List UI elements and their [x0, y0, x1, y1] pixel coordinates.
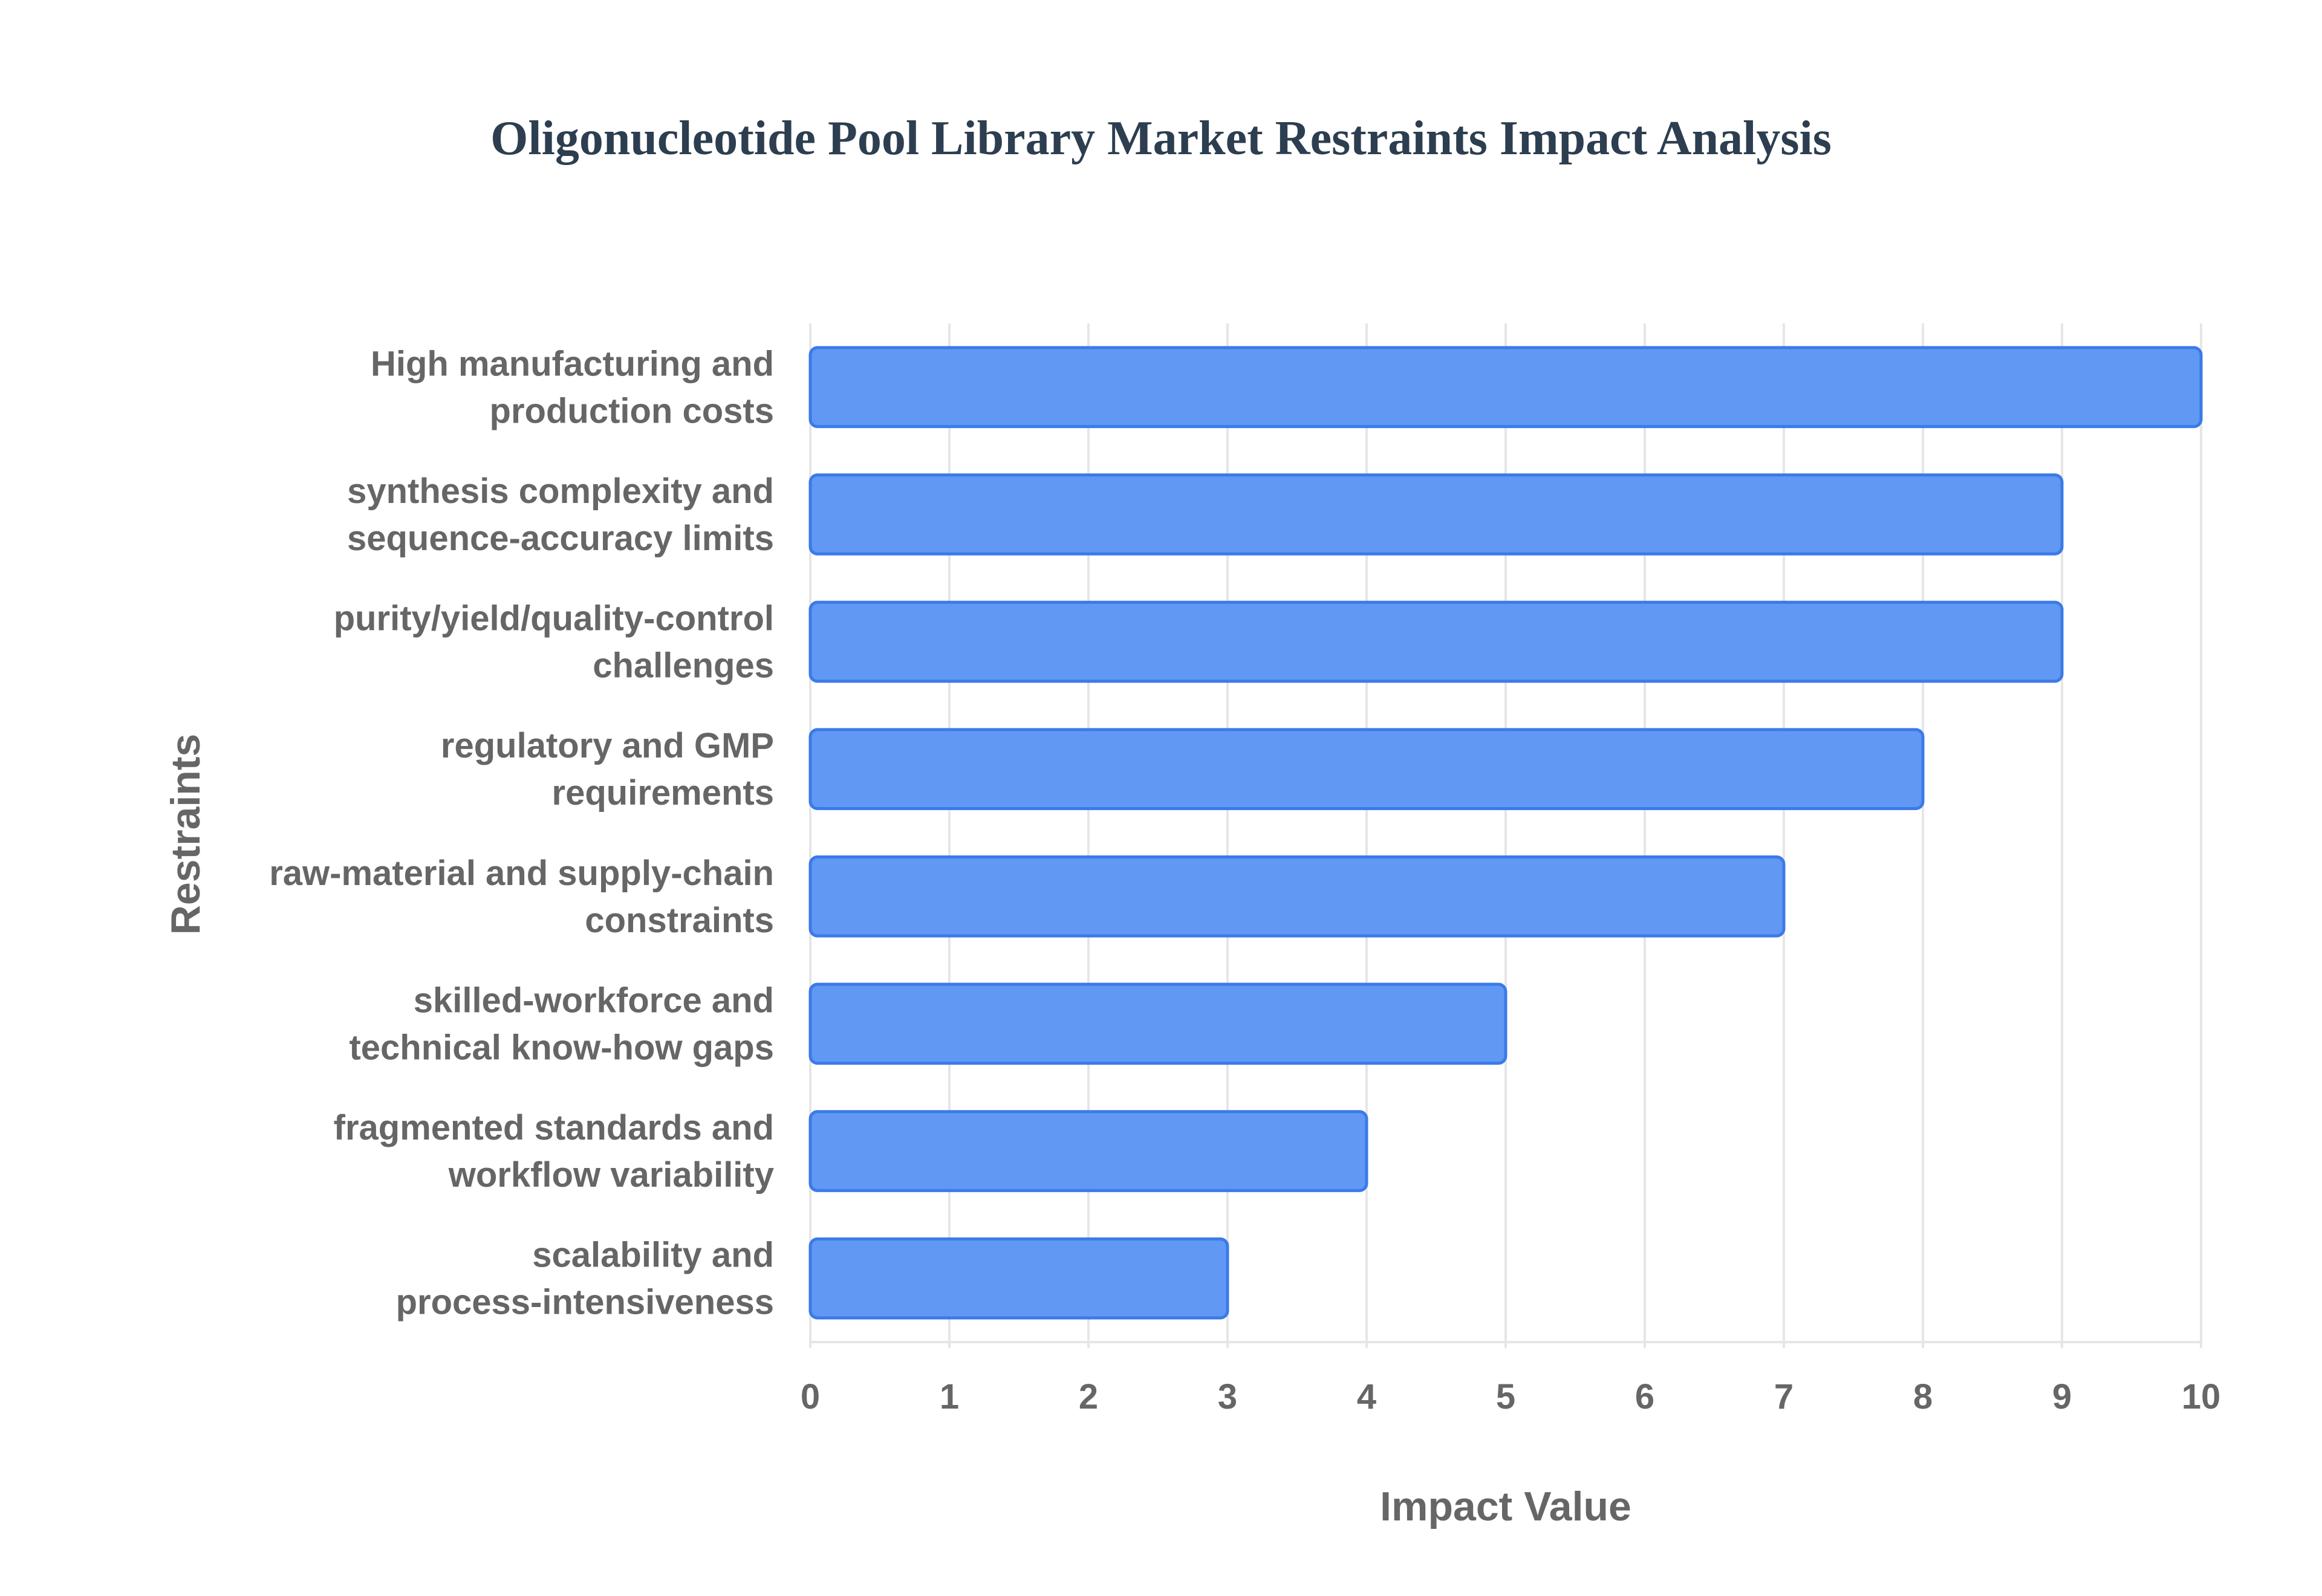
category-label: High manufacturing and [371, 344, 774, 383]
x-tick-label: 1 [940, 1377, 959, 1416]
y-axis-title: Restraints [163, 734, 209, 935]
chart-title: Oligonucleotide Pool Library Market Rest… [490, 112, 1832, 165]
bars [808, 346, 2203, 1320]
x-tick-label: 10 [2182, 1377, 2221, 1416]
category-label: regulatory and GMP [441, 726, 774, 765]
bar [808, 346, 2203, 429]
category-label: technical know-how gaps [349, 1028, 774, 1067]
category-label: purity/yield/quality-control [334, 599, 774, 638]
category-label: skilled-workforce and [414, 981, 774, 1020]
x-tick-labels: 0 1 2 3 4 5 6 7 8 9 10 [801, 1377, 2220, 1416]
x-tick-label: 5 [1496, 1377, 1515, 1416]
x-tick-label: 9 [2052, 1377, 2072, 1416]
category-label: sequence-accuracy limits [347, 519, 774, 558]
bar [808, 1110, 1368, 1192]
category-label: process-intensiveness [396, 1283, 774, 1322]
category-label: scalability and [532, 1236, 774, 1275]
category-label: challenges [593, 646, 774, 686]
category-label: synthesis complexity and [347, 472, 774, 511]
bar [808, 855, 1786, 938]
bar [808, 982, 1507, 1065]
category-label: fragmented standards and [334, 1108, 774, 1147]
x-tick-label: 0 [801, 1377, 820, 1416]
category-label: constraints [585, 901, 774, 940]
x-tick-label: 8 [1913, 1377, 1933, 1416]
x-axis-title: Impact Value [1380, 1484, 1631, 1529]
bar [808, 1237, 1229, 1320]
x-tick-label: 7 [1774, 1377, 1794, 1416]
category-label: workflow variability [448, 1155, 774, 1195]
x-tick-label: 4 [1357, 1377, 1376, 1416]
bar [808, 600, 2064, 683]
category-label: requirements [552, 773, 774, 813]
x-tick-label: 6 [1635, 1377, 1654, 1416]
category-labels: High manufacturing and production costs sy… [269, 344, 774, 1322]
bar [808, 728, 1925, 810]
x-tick-label: 2 [1079, 1377, 1098, 1416]
x-tick-label: 3 [1218, 1377, 1237, 1416]
category-label: raw-material and supply-chain [269, 854, 774, 893]
bar [808, 473, 2064, 556]
category-label: production costs [490, 391, 774, 430]
